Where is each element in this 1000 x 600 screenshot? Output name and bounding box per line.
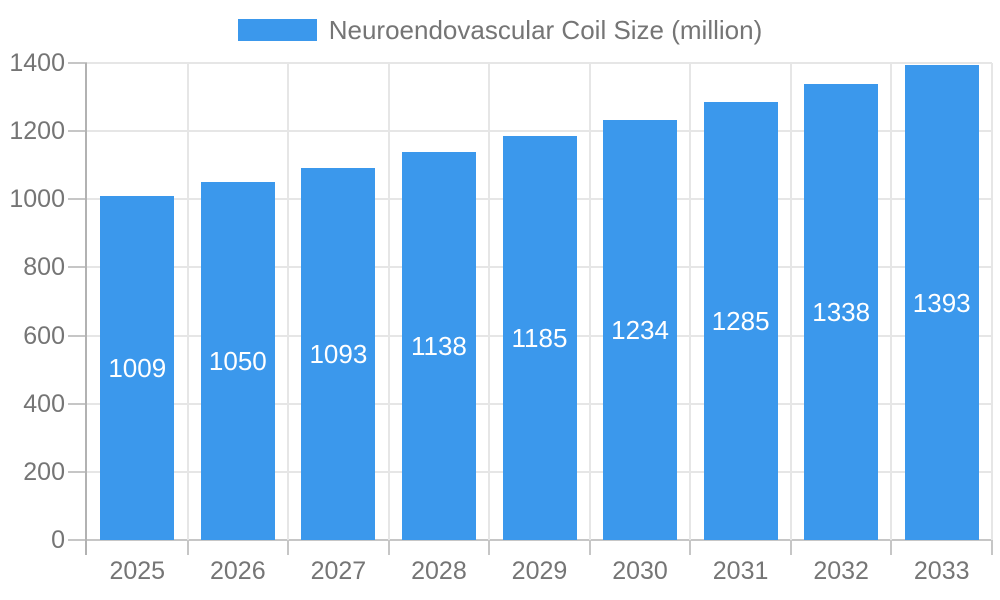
category-gridline	[387, 63, 390, 540]
bar-value-label: 1009	[108, 353, 167, 384]
x-axis-tick	[890, 540, 893, 555]
x-axis-tick	[387, 540, 390, 555]
y-axis-label: 400	[23, 389, 65, 418]
y-axis-label: 0	[51, 526, 65, 554]
y-axis-label: 600	[23, 321, 65, 350]
category-gridline	[890, 63, 893, 540]
bar-value-label: 1338	[812, 297, 871, 328]
bar-value-label: 1185	[511, 323, 568, 354]
bar-value-label: 1234	[611, 314, 669, 345]
x-axis-tick	[186, 540, 189, 555]
y-axis-label: 800	[23, 253, 65, 282]
category-gridline	[287, 63, 290, 540]
x-axis-tick	[991, 540, 993, 555]
bar-2029[interactable]: 1185	[502, 136, 577, 540]
bar-value-label: 1393	[912, 287, 971, 318]
category-gridline	[186, 63, 189, 540]
y-gridline	[87, 539, 992, 541]
bar-2030[interactable]: 1234	[603, 119, 678, 540]
y-gridline	[87, 62, 992, 64]
legend-swatch	[237, 19, 317, 41]
y-axis-label: 200	[23, 457, 65, 486]
y-axis-label: 1200	[9, 117, 65, 146]
x-axis-label-2033: 2033	[913, 557, 970, 585]
bar-value-label: 1285	[711, 306, 770, 337]
bar-2031[interactable]: 1285	[703, 102, 778, 540]
x-axis-tick	[287, 540, 290, 555]
x-axis-label-2027: 2027	[310, 557, 367, 585]
bar-2033[interactable]: 1393	[904, 65, 979, 540]
x-axis-label-2030: 2030	[612, 557, 668, 585]
x-axis-tick	[588, 540, 591, 555]
x-axis-label-2025: 2025	[109, 557, 166, 585]
x-axis-label-2029: 2029	[511, 557, 568, 585]
y-axis-label: 1400	[9, 49, 65, 77]
y-axis-tick	[68, 266, 87, 269]
legend-label: Neuroendovascular Coil Size (million)	[328, 15, 763, 45]
bar-2032[interactable]: 1338	[804, 84, 879, 540]
x-axis-label-2026: 2026	[210, 557, 266, 585]
x-axis-tick	[689, 540, 692, 555]
y-axis-tick	[68, 470, 87, 473]
bar-value-label: 1138	[410, 331, 467, 362]
x-axis-label-2028: 2028	[411, 557, 467, 585]
x-axis-label-2032: 2032	[813, 557, 869, 585]
legend-item[interactable]: Neuroendovascular Coil Size (million)	[0, 16, 1000, 44]
category-gridline	[488, 63, 491, 540]
category-gridline	[991, 63, 993, 540]
y-axis-tick	[68, 402, 87, 405]
bar-2028[interactable]: 1138	[401, 152, 476, 540]
bar-2027[interactable]: 1093	[301, 167, 376, 540]
bar-2026[interactable]: 1050	[200, 182, 275, 540]
y-gridline	[87, 130, 992, 133]
category-gridline	[588, 63, 591, 540]
y-axis-tick	[68, 539, 87, 541]
x-axis-tick	[789, 540, 792, 555]
y-axis-tick	[68, 62, 87, 64]
y-axis-tick	[68, 334, 87, 337]
bar-value-label: 1093	[309, 338, 368, 369]
y-axis-line	[85, 63, 87, 555]
x-axis-tick	[488, 540, 491, 555]
bar-2025[interactable]: 1009	[100, 196, 175, 540]
category-gridline	[789, 63, 792, 540]
category-gridline	[689, 63, 692, 540]
bar-value-label: 1050	[208, 346, 267, 377]
y-axis-tick	[68, 130, 87, 133]
y-axis-label: 1000	[9, 185, 65, 214]
x-axis-label-2031: 2031	[712, 557, 769, 585]
y-axis-tick	[68, 198, 87, 201]
